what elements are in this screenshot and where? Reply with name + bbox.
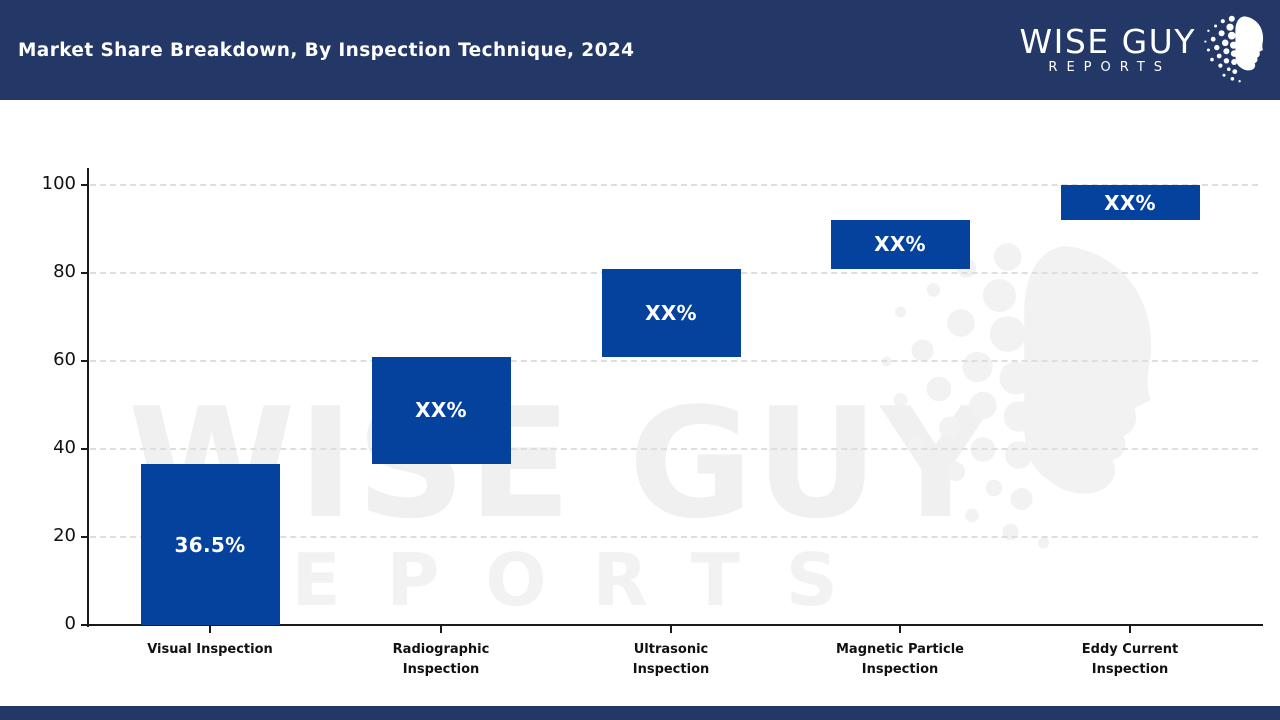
footer-bar <box>0 706 1280 720</box>
x-category-label-magnetic-particle-inspection: Magnetic Particle Inspection <box>835 642 964 678</box>
bar-radiographic-inspection: XX% <box>371 356 511 465</box>
x-category-label-ultrasonic-inspection: Ultrasonic Inspection <box>632 642 710 678</box>
brand-head-icon <box>1204 15 1264 83</box>
bar-value-label-ultrasonic-inspection: XX% <box>645 300 697 325</box>
y-tick-20 <box>81 536 89 538</box>
y-tick-label-40: 40 <box>53 437 76 458</box>
gridline-40 <box>90 448 1258 450</box>
y-tick-100 <box>81 184 89 186</box>
y-axis-line <box>87 168 89 627</box>
x-axis-line <box>87 624 1263 626</box>
x-tick-ultrasonic-inspection <box>670 626 672 633</box>
brand-subtitle: REPORTS <box>1048 59 1172 75</box>
y-tick-label-20: 20 <box>53 525 76 546</box>
brand-logo: WISE GUY REPORTS <box>1019 10 1280 90</box>
y-tick-label-80: 80 <box>53 261 76 282</box>
y-tick-label-100: 100 <box>41 173 76 194</box>
x-tick-eddy-current-inspection <box>1129 626 1131 633</box>
bar-eddy-current-inspection: XX% <box>1060 185 1200 221</box>
x-category-label-radiographic-inspection: Radiographic Inspection <box>392 642 490 678</box>
y-tick-0 <box>81 624 89 626</box>
y-tick-80 <box>81 272 89 274</box>
chart-title: Market Share Breakdown, By Inspection Te… <box>18 39 635 61</box>
gridline-100 <box>90 184 1258 186</box>
y-tick-label-60: 60 <box>53 349 76 370</box>
brand-logo-text: WISE GUY REPORTS <box>1019 25 1196 75</box>
x-tick-radiographic-inspection <box>440 626 442 633</box>
bar-magnetic-particle-inspection: XX% <box>830 220 970 269</box>
y-tick-40 <box>81 448 89 450</box>
bar-value-label-eddy-current-inspection: XX% <box>1104 190 1156 215</box>
bar-value-label-visual-inspection: 36.5% <box>174 532 246 557</box>
y-tick-label-0: 0 <box>64 613 76 634</box>
x-tick-magnetic-particle-inspection <box>899 626 901 633</box>
x-category-label-visual-inspection: Visual Inspection <box>147 642 273 657</box>
gridline-20 <box>90 536 1258 538</box>
bar-value-label-magnetic-particle-inspection: XX% <box>874 232 926 257</box>
bar-visual-inspection: 36.5% <box>140 464 280 625</box>
bar-value-label-radiographic-inspection: XX% <box>415 398 467 423</box>
header-bar: Market Share Breakdown, By Inspection Te… <box>0 0 1280 100</box>
x-tick-visual-inspection <box>209 626 211 633</box>
y-tick-60 <box>81 360 89 362</box>
gridline-60 <box>90 360 1258 362</box>
brand-name: WISE GUY <box>1019 22 1196 62</box>
x-category-label-eddy-current-inspection: Eddy Current Inspection <box>1081 642 1179 678</box>
bar-ultrasonic-inspection: XX% <box>601 268 741 357</box>
